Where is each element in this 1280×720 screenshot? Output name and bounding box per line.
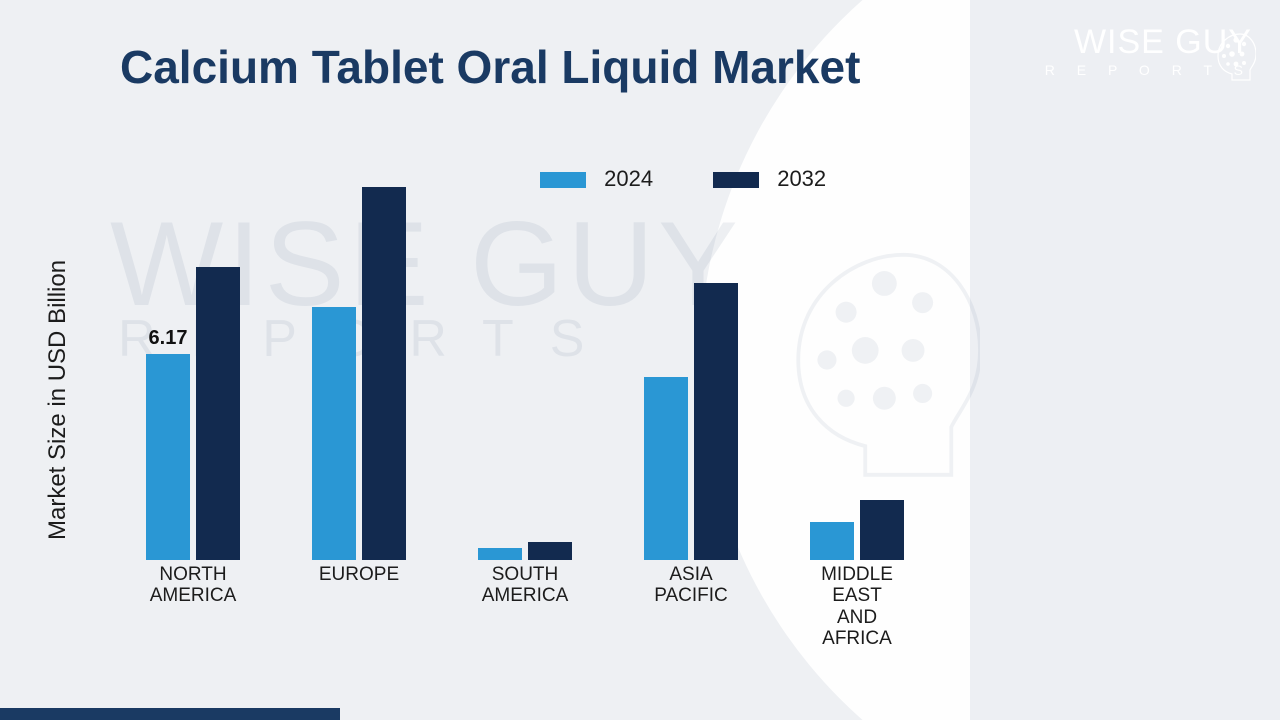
bar-2032 [196, 267, 240, 560]
y-axis-label: Market Size in USD Billion [44, 260, 72, 540]
bar-2024 [644, 377, 688, 560]
category-label: NORTHAMERICA [116, 564, 270, 607]
value-label: 6.17 [138, 327, 198, 350]
category-label: ASIAPACIFIC [614, 564, 768, 607]
bar-2032 [528, 542, 572, 560]
category-label: EUROPE [282, 564, 436, 585]
chart-title: Calcium Tablet Oral Liquid Market [120, 40, 860, 94]
bar-chart: NORTHAMERICAEUROPESOUTHAMERICAASIAPACIFI… [100, 160, 970, 560]
brand-logo: WISE GUY R E P O R T S [1045, 26, 1252, 78]
infographic-stage: Calcium Tablet Oral Liquid Market WISE G… [0, 0, 1280, 720]
bar-2024 [312, 307, 356, 560]
category-label: MIDDLEEASTANDAFRICA [780, 564, 934, 649]
logo-head-icon [1210, 30, 1256, 82]
bar-2024 [478, 548, 522, 560]
category-label: SOUTHAMERICA [448, 564, 602, 607]
bar-2024 [146, 354, 190, 560]
bottom-accent-bar [0, 708, 340, 720]
bar-2032 [694, 283, 738, 560]
bar-2024 [810, 522, 854, 560]
bar-2032 [362, 187, 406, 560]
bar-2032 [860, 500, 904, 560]
